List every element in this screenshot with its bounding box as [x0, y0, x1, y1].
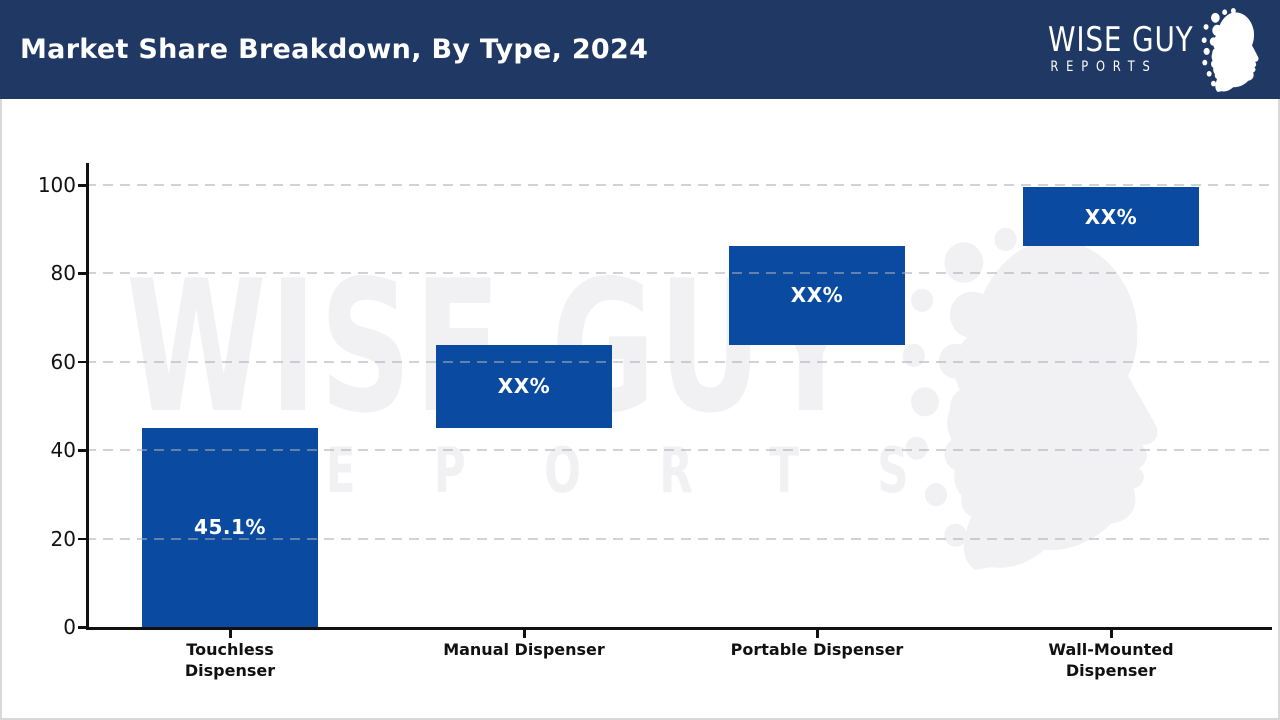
- chart-bar: XX%: [729, 245, 905, 345]
- frame-border-bottom: [0, 718, 1280, 720]
- gridline: [86, 184, 1272, 186]
- logo-text: WISE GUY REPORTS: [1048, 23, 1194, 76]
- y-tickmark: [78, 184, 86, 187]
- bar-value-label: XX%: [1084, 204, 1138, 229]
- x-tick-label: Wall-Mounted Dispenser: [1048, 640, 1174, 680]
- gridline: [86, 272, 1272, 275]
- gridline: [86, 360, 1272, 363]
- y-tick-label: 80: [50, 261, 76, 286]
- y-tickmark: [78, 449, 86, 452]
- chart-header: Market Share Breakdown, By Type, 2024 WI…: [0, 0, 1280, 99]
- bar-value-label: XX%: [790, 283, 844, 308]
- x-tick-label: Touchless Dispenser: [184, 640, 276, 680]
- x-tick-label: Manual Dispenser: [443, 640, 605, 659]
- bar-value-label: 45.1%: [194, 515, 266, 540]
- logo-face-icon: [1198, 7, 1260, 92]
- x-tickmark: [1110, 630, 1113, 638]
- gridline: [86, 449, 1272, 452]
- y-tickmark: [78, 272, 86, 275]
- y-axis-line: [86, 163, 89, 630]
- x-tickmark: [229, 630, 232, 638]
- chart-bar: XX%: [436, 345, 612, 428]
- x-tick-label: Portable Dispenser: [730, 640, 904, 659]
- y-tickmark: [78, 626, 86, 629]
- chart-title: Market Share Breakdown, By Type, 2024: [20, 34, 649, 65]
- logo-wordmark: WISE GUY: [1048, 20, 1194, 60]
- y-tick-label: 20: [50, 526, 76, 551]
- y-tickmark: [78, 537, 86, 541]
- x-axis-line: [86, 627, 1272, 630]
- y-tick-label: 60: [50, 349, 76, 374]
- chart-bar: 45.1%: [142, 427, 318, 627]
- y-tick-label: 100: [37, 173, 76, 197]
- gridline: [86, 537, 1272, 540]
- wise-guy-reports-logo: WISE GUY REPORTS: [1016, 7, 1260, 92]
- y-tickmark: [78, 360, 86, 364]
- x-tickmark: [816, 630, 819, 638]
- chart-bar: XX%: [1023, 187, 1199, 246]
- y-tick-label: 40: [50, 438, 76, 463]
- bar-value-label: XX%: [497, 374, 551, 399]
- frame-border-right: [1278, 99, 1280, 720]
- y-tick-label: 0: [63, 615, 76, 639]
- x-tickmark: [523, 630, 526, 638]
- logo-subtitle: REPORTS: [1050, 59, 1159, 75]
- frame-border-left: [0, 99, 2, 720]
